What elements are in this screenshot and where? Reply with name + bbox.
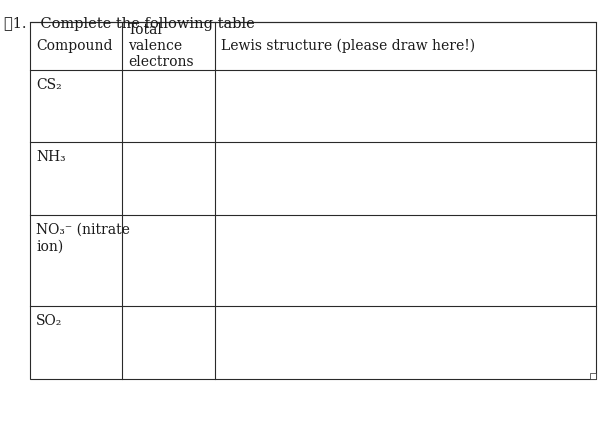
Text: NO₃⁻ (nitrate
ion): NO₃⁻ (nitrate ion) [36,223,130,253]
Text: Total
valence
electrons: Total valence electrons [128,23,194,69]
Text: SO₂: SO₂ [36,314,63,328]
Text: Lewis structure (please draw here!): Lewis structure (please draw here!) [221,39,475,53]
Text: ✚1.   Complete the following table: ✚1. Complete the following table [4,17,255,31]
Bar [30,22,596,379]
Text: NH₃: NH₃ [36,150,66,165]
Text: CS₂: CS₂ [36,78,62,92]
Bar [590,373,596,379]
Text: Compound: Compound [36,39,112,53]
